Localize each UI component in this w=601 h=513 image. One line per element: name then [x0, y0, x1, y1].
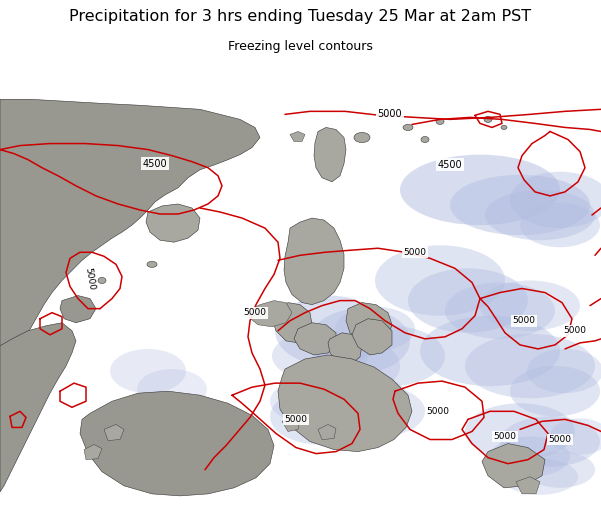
Ellipse shape	[436, 119, 444, 125]
Polygon shape	[290, 131, 305, 142]
Ellipse shape	[403, 125, 413, 130]
Ellipse shape	[550, 419, 601, 455]
Text: 4500: 4500	[438, 160, 462, 170]
Polygon shape	[282, 417, 300, 431]
Ellipse shape	[290, 371, 410, 431]
Text: 5000: 5000	[84, 266, 96, 290]
Polygon shape	[84, 445, 102, 460]
Text: 5000: 5000	[564, 326, 587, 336]
Polygon shape	[352, 319, 392, 355]
Polygon shape	[482, 444, 545, 488]
Polygon shape	[516, 477, 540, 494]
Ellipse shape	[502, 459, 578, 495]
Text: 5000: 5000	[513, 316, 535, 325]
Ellipse shape	[510, 366, 600, 417]
Ellipse shape	[98, 278, 106, 284]
Polygon shape	[104, 424, 124, 441]
Ellipse shape	[335, 326, 445, 386]
Ellipse shape	[147, 261, 157, 267]
Text: Precipitation for 3 hrs ending Tuesday 25 Mar at 2am PST: Precipitation for 3 hrs ending Tuesday 2…	[70, 9, 531, 24]
Polygon shape	[284, 218, 344, 305]
Ellipse shape	[465, 403, 575, 460]
Ellipse shape	[445, 283, 555, 339]
Text: 4500: 4500	[142, 159, 167, 169]
Text: 5000: 5000	[243, 308, 266, 317]
Text: 5000: 5000	[493, 432, 516, 441]
Text: 5000: 5000	[377, 109, 402, 120]
Ellipse shape	[490, 437, 570, 477]
Ellipse shape	[420, 315, 560, 386]
Ellipse shape	[500, 417, 600, 467]
Ellipse shape	[270, 388, 370, 445]
Ellipse shape	[485, 190, 595, 240]
Ellipse shape	[310, 338, 400, 394]
Ellipse shape	[510, 172, 601, 228]
Polygon shape	[0, 99, 260, 421]
Ellipse shape	[310, 309, 410, 373]
Text: 5000: 5000	[403, 248, 427, 257]
Polygon shape	[248, 301, 292, 327]
Ellipse shape	[400, 154, 560, 225]
Ellipse shape	[465, 334, 595, 398]
Text: 5000: 5000	[284, 415, 308, 424]
Ellipse shape	[484, 116, 492, 123]
Text: 5000: 5000	[549, 435, 572, 444]
Ellipse shape	[527, 349, 601, 393]
Ellipse shape	[480, 281, 580, 331]
Polygon shape	[0, 323, 76, 492]
Ellipse shape	[335, 386, 425, 437]
Ellipse shape	[450, 175, 590, 235]
Polygon shape	[318, 424, 336, 440]
Ellipse shape	[110, 349, 186, 393]
Ellipse shape	[520, 203, 600, 247]
Ellipse shape	[354, 132, 370, 143]
Ellipse shape	[270, 379, 350, 423]
Polygon shape	[346, 303, 392, 343]
Ellipse shape	[137, 369, 207, 409]
Ellipse shape	[408, 268, 528, 333]
Polygon shape	[60, 295, 96, 323]
Text: 5000: 5000	[427, 407, 450, 416]
Ellipse shape	[335, 307, 415, 351]
Polygon shape	[328, 333, 362, 365]
Polygon shape	[314, 127, 346, 182]
Ellipse shape	[275, 295, 385, 366]
Ellipse shape	[501, 126, 507, 129]
Polygon shape	[272, 303, 312, 343]
Ellipse shape	[272, 331, 368, 381]
Polygon shape	[278, 355, 412, 451]
Polygon shape	[80, 391, 274, 496]
Ellipse shape	[421, 136, 429, 143]
Text: Freezing level contours: Freezing level contours	[228, 40, 373, 52]
Polygon shape	[146, 204, 200, 242]
Ellipse shape	[375, 245, 505, 315]
Ellipse shape	[525, 451, 595, 488]
Polygon shape	[294, 323, 336, 355]
